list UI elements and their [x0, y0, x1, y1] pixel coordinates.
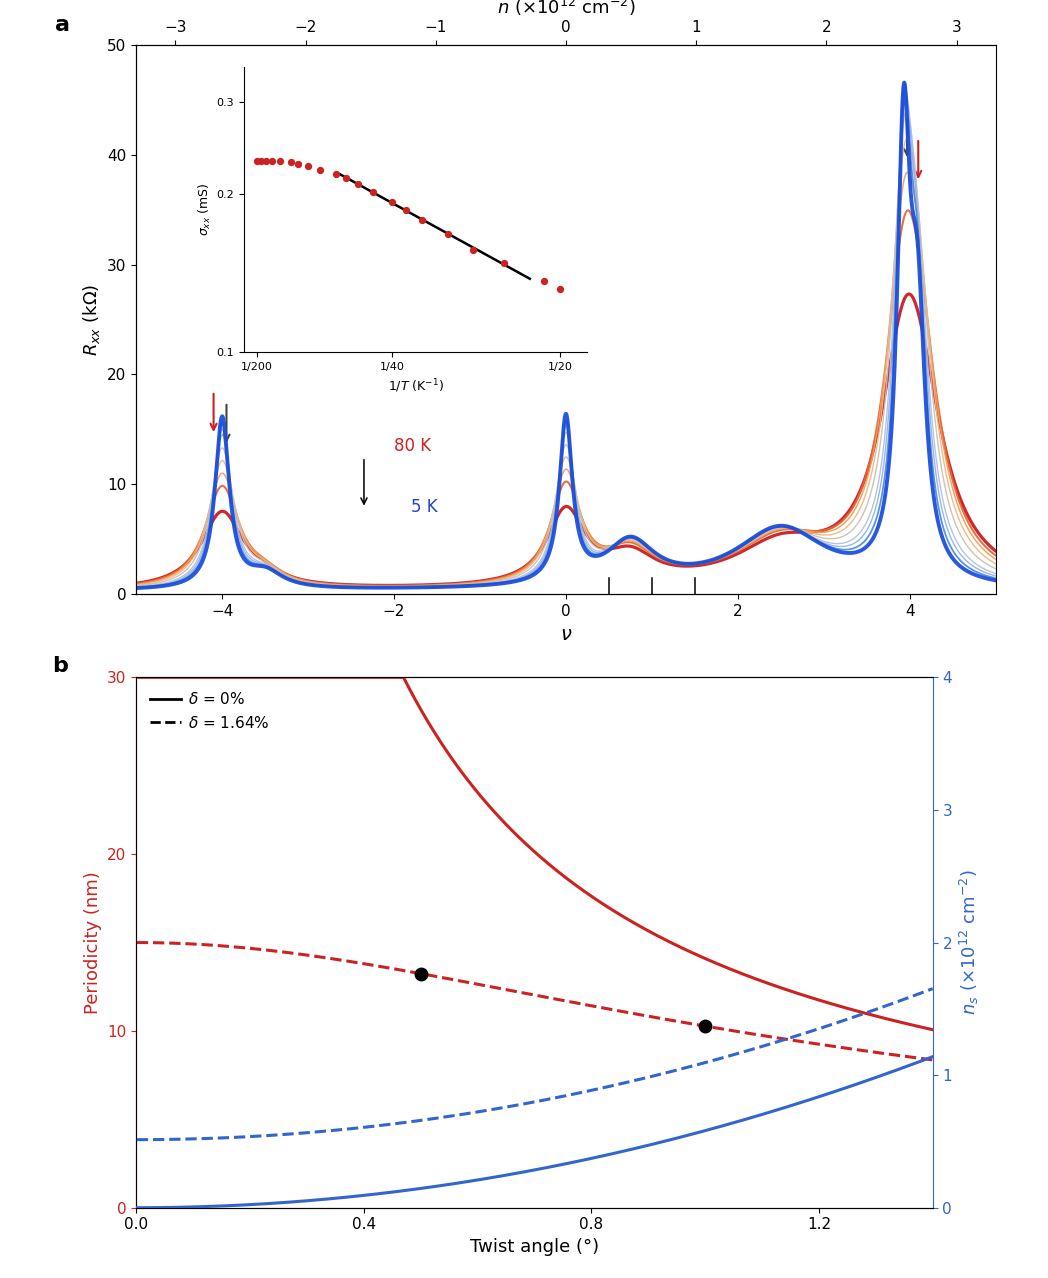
Text: a: a	[54, 14, 69, 35]
Text: b: b	[52, 656, 68, 676]
Text: 80 K: 80 K	[394, 437, 431, 455]
Text: 5 K: 5 K	[411, 498, 438, 516]
Y-axis label: $n_s$ ($\times10^{12}$ cm$^{-2}$): $n_s$ ($\times10^{12}$ cm$^{-2}$)	[958, 869, 981, 1016]
Legend: $\delta$ = 0%, $\delta$ = 1.64%: $\delta$ = 0%, $\delta$ = 1.64%	[144, 685, 276, 737]
Y-axis label: Periodicity (nm): Periodicity (nm)	[84, 872, 102, 1013]
X-axis label: $\nu$: $\nu$	[560, 625, 572, 644]
X-axis label: Twist angle (°): Twist angle (°)	[470, 1238, 599, 1256]
X-axis label: $n$ ($\times10^{12}$ cm$^{-2}$): $n$ ($\times10^{12}$ cm$^{-2}$)	[497, 0, 635, 18]
Y-axis label: $R_{xx}$ (k$\Omega$): $R_{xx}$ (k$\Omega$)	[81, 284, 102, 355]
